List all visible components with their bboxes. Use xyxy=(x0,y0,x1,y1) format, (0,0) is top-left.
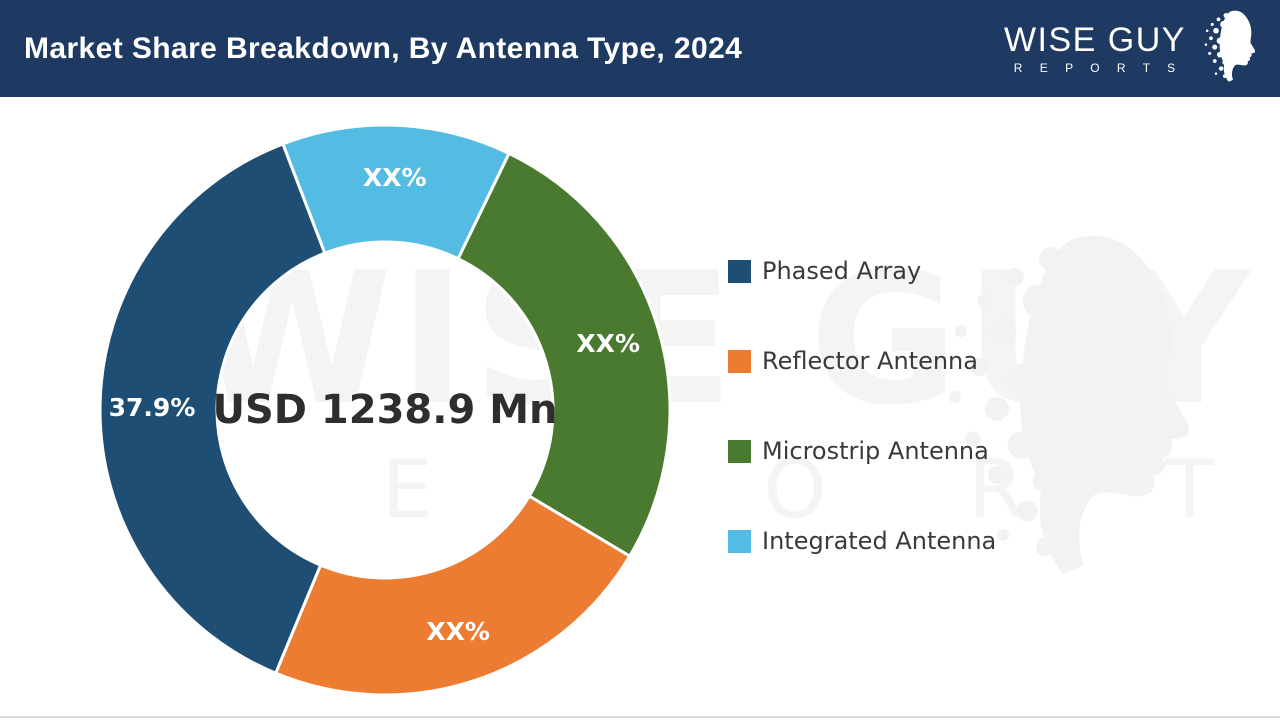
legend-swatch-reflector-antenna xyxy=(728,349,751,373)
logo-face-icon xyxy=(1204,10,1256,82)
chart-center-value: USD 1238.9 Mn xyxy=(212,387,558,433)
legend-label: Phased Array xyxy=(762,257,922,285)
donut-segment-phased-array xyxy=(98,142,327,675)
legend-item-microstrip-antenna: Microstrip Antenna xyxy=(728,437,996,465)
bottom-divider xyxy=(0,716,1280,718)
legend-item-reflector-antenna: Reflector Antenna xyxy=(728,347,996,375)
legend-item-integrated-antenna: Integrated Antenna xyxy=(728,527,997,555)
donut-segment-microstrip-antenna xyxy=(456,151,672,558)
legend-swatch-phased-array xyxy=(728,259,751,283)
logo-text: WISE GUY R E P O R T S xyxy=(1004,23,1186,74)
wise-guy-reports-logo: WISE GUY R E P O R T S xyxy=(1004,0,1280,97)
slice-label-phased-array: 37.9% xyxy=(109,393,196,422)
donut-segment-reflector-antenna xyxy=(274,494,632,697)
legend-label: Integrated Antenna xyxy=(762,527,997,555)
slice-label-reflector-antenna: XX% xyxy=(426,617,490,646)
legend-label: Reflector Antenna xyxy=(762,347,978,375)
legend-swatch-microstrip-antenna xyxy=(728,439,751,463)
slice-label-microstrip-antenna: XX% xyxy=(576,329,640,358)
donut-chart: XX% XX% XX% 37.9% xyxy=(98,123,672,697)
logo-wordmark: WISE GUY xyxy=(1003,21,1186,59)
slice-label-integrated-antenna: XX% xyxy=(363,163,427,192)
chart-legend: Phased Array Reflector Antenna Microstri… xyxy=(728,257,997,618)
legend-item-phased-array: Phased Array xyxy=(728,257,996,285)
page-title: Market Share Breakdown, By Antenna Type,… xyxy=(24,31,743,65)
logo-subtitle: R E P O R T S xyxy=(1013,61,1183,75)
header-bar: Market Share Breakdown, By Antenna Type,… xyxy=(0,0,1280,97)
legend-label: Microstrip Antenna xyxy=(762,437,989,465)
legend-swatch-integrated-antenna xyxy=(728,529,751,553)
